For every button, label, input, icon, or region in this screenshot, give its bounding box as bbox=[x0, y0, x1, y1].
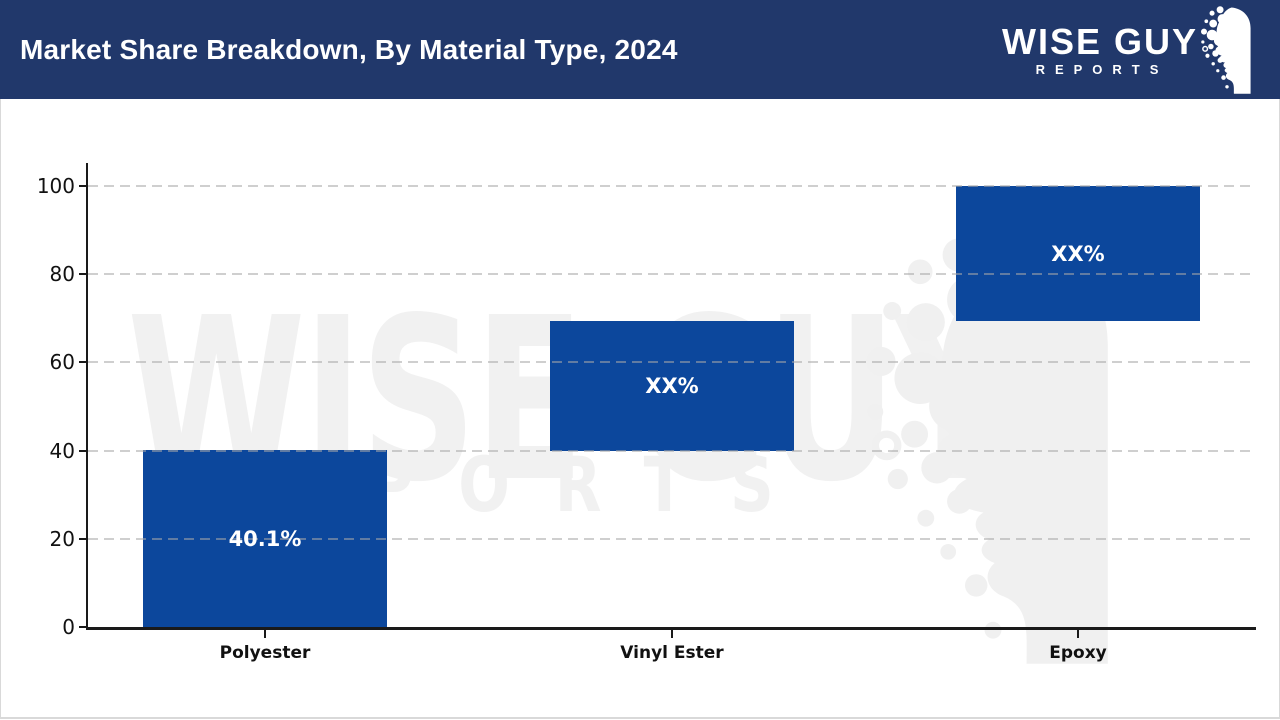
xtick-mark bbox=[1077, 630, 1079, 638]
bar-vinyl-ester bbox=[550, 321, 794, 451]
logo-face-icon bbox=[1201, 5, 1251, 94]
chart-figure: WISE GUY REPORTS 0 20 40 60 80 bbox=[0, 99, 1280, 719]
ytick-mark-40 bbox=[79, 449, 88, 452]
ytick-mark-80 bbox=[79, 273, 88, 276]
gridline-20 bbox=[88, 537, 1254, 540]
ytick-mark-60 bbox=[79, 361, 88, 364]
ytick-label-60: 60 bbox=[49, 350, 75, 375]
ytick-label-100: 100 bbox=[36, 174, 75, 198]
gridline-80 bbox=[88, 273, 1254, 276]
xtick-label: Epoxy bbox=[1049, 643, 1107, 663]
gridline-40 bbox=[88, 449, 1254, 452]
ytick-mark-0 bbox=[79, 626, 88, 628]
ytick-label-0: 0 bbox=[62, 615, 75, 639]
ytick-mark-100 bbox=[79, 185, 88, 187]
logo-subtitle: REPORTS bbox=[1035, 61, 1169, 77]
bar-value-label: XX% bbox=[645, 373, 699, 398]
xtick-mark bbox=[264, 630, 266, 638]
xtick-label: Vinyl Ester bbox=[620, 643, 724, 663]
bar-value-label: XX% bbox=[1051, 241, 1105, 266]
xtick-mark bbox=[671, 630, 673, 638]
ytick-label-20: 20 bbox=[49, 526, 75, 551]
x-axis-spine bbox=[86, 627, 1256, 630]
ytick-label-40: 40 bbox=[49, 438, 75, 463]
ytick-mark-20 bbox=[79, 537, 88, 540]
logo-text: WISE GUY REPORTS bbox=[1001, 20, 1198, 77]
header-bar: Market Share Breakdown, By Material Type… bbox=[0, 0, 1280, 99]
gridline-100 bbox=[88, 185, 1254, 187]
wise-guy-logo: WISE GUY REPORTS bbox=[1002, 4, 1270, 96]
bar-value-label: 40.1% bbox=[228, 526, 302, 551]
page-title: Market Share Breakdown, By Material Type… bbox=[20, 33, 678, 65]
logo-wordmark: WISE GUY bbox=[1001, 20, 1198, 62]
xtick-label: Polyester bbox=[219, 643, 311, 663]
y-axis-spine bbox=[86, 163, 88, 630]
ytick-label-80: 80 bbox=[49, 262, 75, 287]
gridline-60 bbox=[88, 361, 1254, 364]
